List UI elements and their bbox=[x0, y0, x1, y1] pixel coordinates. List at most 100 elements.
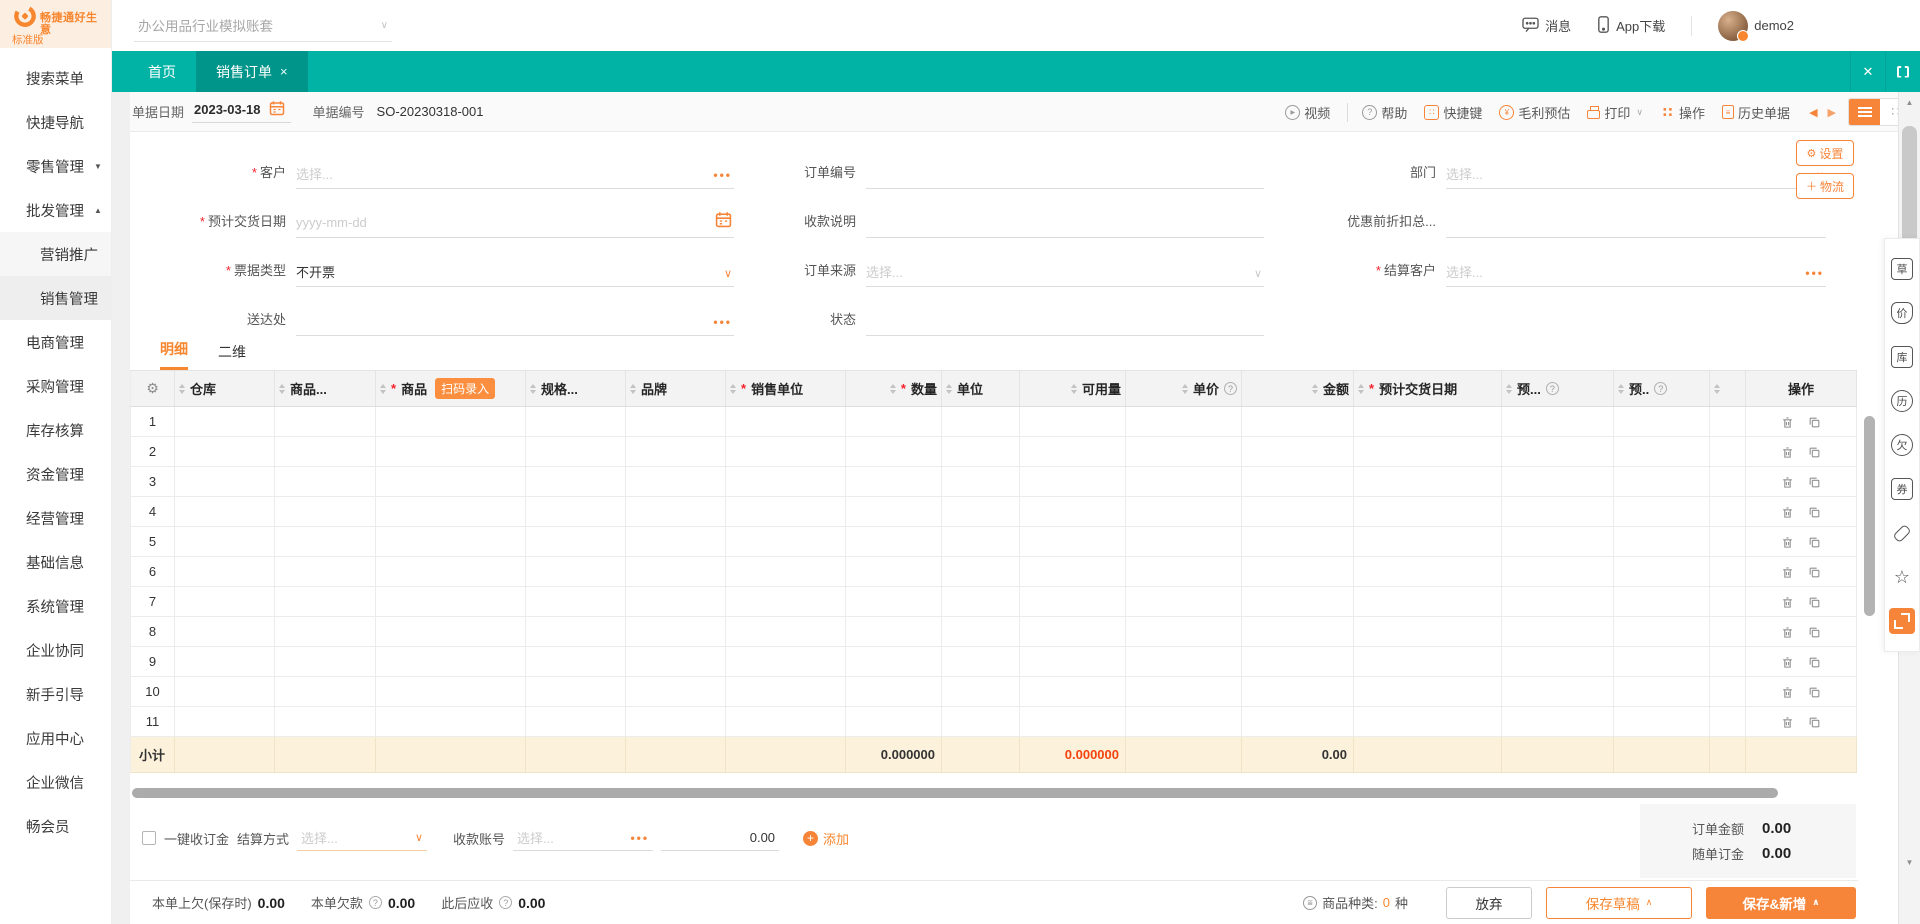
settings-button[interactable]: ⚙ 设置 bbox=[1796, 140, 1854, 166]
cell-price[interactable] bbox=[1125, 406, 1242, 437]
cell-delivery-date[interactable] bbox=[1353, 586, 1502, 617]
cell-price[interactable] bbox=[1125, 496, 1242, 527]
table-row[interactable]: 3 bbox=[130, 466, 1857, 497]
help-icon[interactable]: ? bbox=[368, 896, 382, 909]
cell-available[interactable] bbox=[1019, 526, 1126, 557]
cancel-button[interactable]: 放弃 bbox=[1446, 886, 1532, 919]
tab-sales-order[interactable]: 销售订单 × bbox=[196, 51, 308, 92]
cell-extra-3[interactable] bbox=[1709, 436, 1746, 467]
rail-tool-icon[interactable]: 库 bbox=[1884, 335, 1920, 379]
toolbar-action[interactable]: 历史单据 bbox=[1721, 103, 1790, 122]
cell-extra-3[interactable] bbox=[1709, 706, 1746, 737]
cell-warehouse[interactable] bbox=[174, 676, 275, 707]
table-row[interactable]: 7 bbox=[130, 586, 1857, 617]
copy-row-icon[interactable] bbox=[1808, 506, 1821, 519]
cell-warehouse[interactable] bbox=[174, 406, 275, 437]
cell-extra-2[interactable] bbox=[1613, 436, 1710, 467]
cell-warehouse[interactable] bbox=[174, 646, 275, 677]
help-icon[interactable]: ? bbox=[499, 896, 513, 909]
sort-icon[interactable] bbox=[530, 384, 536, 394]
cell-available[interactable] bbox=[1019, 676, 1126, 707]
calendar-icon[interactable] bbox=[269, 100, 285, 119]
cell-spec[interactable] bbox=[525, 586, 626, 617]
table-column-header[interactable]: 规格... bbox=[525, 370, 626, 407]
delete-row-icon[interactable] bbox=[1781, 506, 1794, 519]
cell-product[interactable] bbox=[375, 646, 526, 677]
delete-row-icon[interactable] bbox=[1781, 416, 1794, 429]
column-settings-header[interactable]: ⚙ bbox=[130, 370, 175, 407]
cell-qty[interactable] bbox=[845, 436, 942, 467]
sidebar-item[interactable]: 企业协同 bbox=[0, 628, 111, 672]
cell-brand[interactable] bbox=[625, 466, 726, 497]
toolbar-action[interactable]: 打印 ∨ bbox=[1587, 103, 1643, 122]
settle-method-select[interactable]: 选择... ∨ bbox=[297, 825, 428, 851]
deposit-amount-field[interactable]: 0.00 bbox=[661, 825, 780, 851]
cell-unit[interactable] bbox=[941, 646, 1020, 677]
cell-extra-1[interactable] bbox=[1501, 406, 1614, 437]
ellipsis-picker-icon[interactable]: ••• bbox=[713, 168, 732, 182]
help-icon[interactable]: ? bbox=[1654, 382, 1668, 395]
cell-extra-3[interactable] bbox=[1709, 556, 1746, 587]
cell-extra-1[interactable] bbox=[1501, 706, 1614, 737]
sort-icon[interactable] bbox=[1358, 384, 1364, 394]
sidebar-item[interactable]: 系统管理 bbox=[0, 584, 111, 628]
cell-extra-3[interactable] bbox=[1709, 586, 1746, 617]
cell-delivery-date[interactable] bbox=[1353, 406, 1502, 437]
cell-product[interactable] bbox=[375, 616, 526, 647]
cell-product-code[interactable] bbox=[274, 526, 376, 557]
close-all-icon[interactable]: ✕ bbox=[1862, 63, 1874, 79]
copy-row-icon[interactable] bbox=[1808, 596, 1821, 609]
toolbar-action[interactable]: 快捷键 bbox=[1424, 103, 1482, 122]
cell-available[interactable] bbox=[1019, 706, 1126, 737]
messages-button[interactable]: 消息 bbox=[1522, 16, 1571, 35]
copy-row-icon[interactable] bbox=[1808, 626, 1821, 639]
cell-qty[interactable] bbox=[845, 496, 942, 527]
status-field[interactable] bbox=[866, 306, 1264, 336]
cell-amount[interactable] bbox=[1241, 436, 1354, 467]
table-row[interactable]: 4 bbox=[130, 496, 1857, 527]
cell-extra-2[interactable] bbox=[1613, 706, 1710, 737]
cell-spec[interactable] bbox=[525, 706, 626, 737]
chevron-down-icon[interactable]: ∨ bbox=[723, 268, 732, 280]
one-click-deposit-checkbox[interactable] bbox=[142, 831, 156, 845]
horizontal-scrollbar-thumb[interactable] bbox=[132, 788, 1778, 798]
table-column-header[interactable]: * 销售单位 bbox=[725, 370, 846, 407]
cell-spec[interactable] bbox=[525, 556, 626, 587]
cell-brand[interactable] bbox=[625, 556, 726, 587]
cell-sale-unit[interactable] bbox=[725, 526, 846, 557]
save-draft-button[interactable]: 保存草稿 ∧ bbox=[1546, 886, 1692, 919]
sort-icon[interactable] bbox=[380, 384, 386, 394]
cell-amount[interactable] bbox=[1241, 406, 1354, 437]
cell-product-code[interactable] bbox=[274, 676, 376, 707]
cell-product[interactable] bbox=[375, 436, 526, 467]
scroll-up-icon[interactable]: ▲ bbox=[1905, 97, 1914, 107]
user-menu[interactable]: demo2 bbox=[1718, 10, 1794, 42]
table-row[interactable]: 9 bbox=[130, 646, 1857, 677]
cell-extra-2[interactable] bbox=[1613, 406, 1710, 437]
cell-unit[interactable] bbox=[941, 616, 1020, 647]
sidebar-item[interactable]: 搜索菜单 bbox=[0, 56, 111, 100]
sort-icon[interactable] bbox=[179, 384, 185, 394]
cell-delivery-date[interactable] bbox=[1353, 466, 1502, 497]
delete-row-icon[interactable] bbox=[1781, 686, 1794, 699]
list-view-button[interactable] bbox=[1849, 99, 1880, 125]
table-column-header[interactable]: 品牌 bbox=[625, 370, 726, 407]
cell-extra-3[interactable] bbox=[1709, 496, 1746, 527]
ellipsis-picker-icon[interactable]: ••• bbox=[713, 315, 732, 329]
delete-row-icon[interactable] bbox=[1781, 656, 1794, 669]
horizontal-scrollbar[interactable] bbox=[130, 788, 1856, 799]
cell-qty[interactable] bbox=[845, 676, 942, 707]
tab-two-dim[interactable]: 二维 bbox=[218, 344, 246, 360]
gear-icon[interactable]: ⚙ bbox=[146, 380, 159, 396]
cell-warehouse[interactable] bbox=[174, 496, 275, 527]
cell-product-code[interactable] bbox=[274, 616, 376, 647]
copy-row-icon[interactable] bbox=[1808, 476, 1821, 489]
sidebar-item[interactable]: 经营管理 bbox=[0, 496, 111, 540]
cell-qty[interactable] bbox=[845, 526, 942, 557]
cell-extra-2[interactable] bbox=[1613, 556, 1710, 587]
cell-price[interactable] bbox=[1125, 436, 1242, 467]
cell-amount[interactable] bbox=[1241, 616, 1354, 647]
cell-delivery-date[interactable] bbox=[1353, 646, 1502, 677]
cell-extra-2[interactable] bbox=[1613, 496, 1710, 527]
sort-icon[interactable] bbox=[1714, 384, 1720, 394]
